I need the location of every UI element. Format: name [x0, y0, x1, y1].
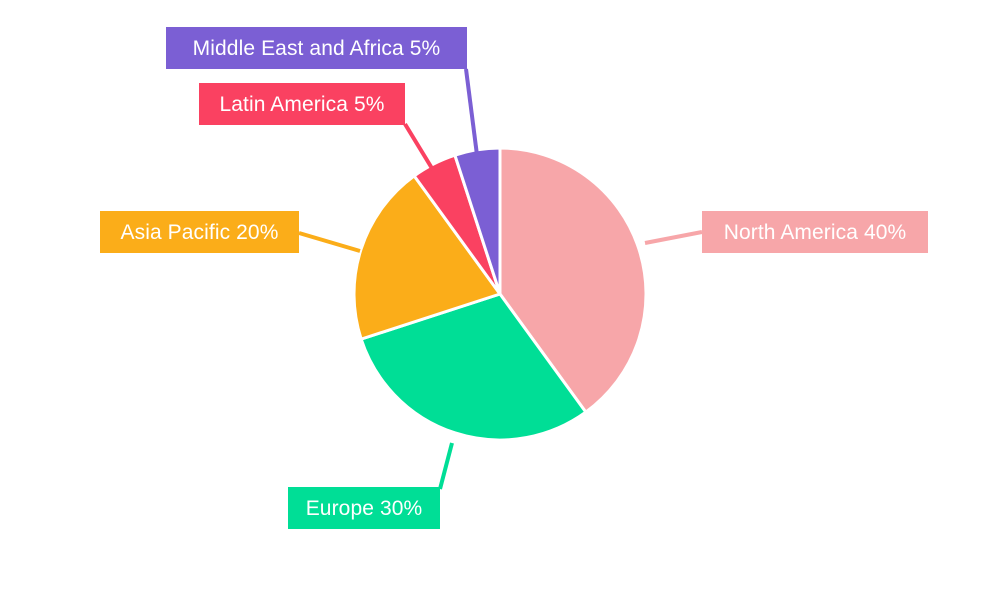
leader-line-asia-pacific: [298, 231, 361, 253]
leader-line-group: [298, 68, 703, 490]
leader-line-middle-east-africa: [464, 68, 479, 156]
leader-line-europe: [438, 442, 454, 490]
pie-slice-europe[interactable]: [359, 292, 588, 442]
pie-wedge-group: [352, 146, 648, 442]
slice-label-middle-east-and-africa[interactable]: Middle East and Africa 5%: [166, 27, 467, 69]
leader-line-north-america: [644, 230, 703, 245]
pie-slice-north-america[interactable]: [498, 146, 648, 414]
pie-slice-asia-pacific[interactable]: [352, 174, 502, 341]
slice-label-latin-america[interactable]: Latin America 5%: [199, 83, 405, 125]
leader-line-latin-america: [403, 122, 435, 172]
slice-label-north-america[interactable]: North America 40%: [702, 211, 928, 253]
slice-label-europe[interactable]: Europe 30%: [288, 487, 440, 529]
slice-label-asia-pacific[interactable]: Asia Pacific 20%: [100, 211, 299, 253]
